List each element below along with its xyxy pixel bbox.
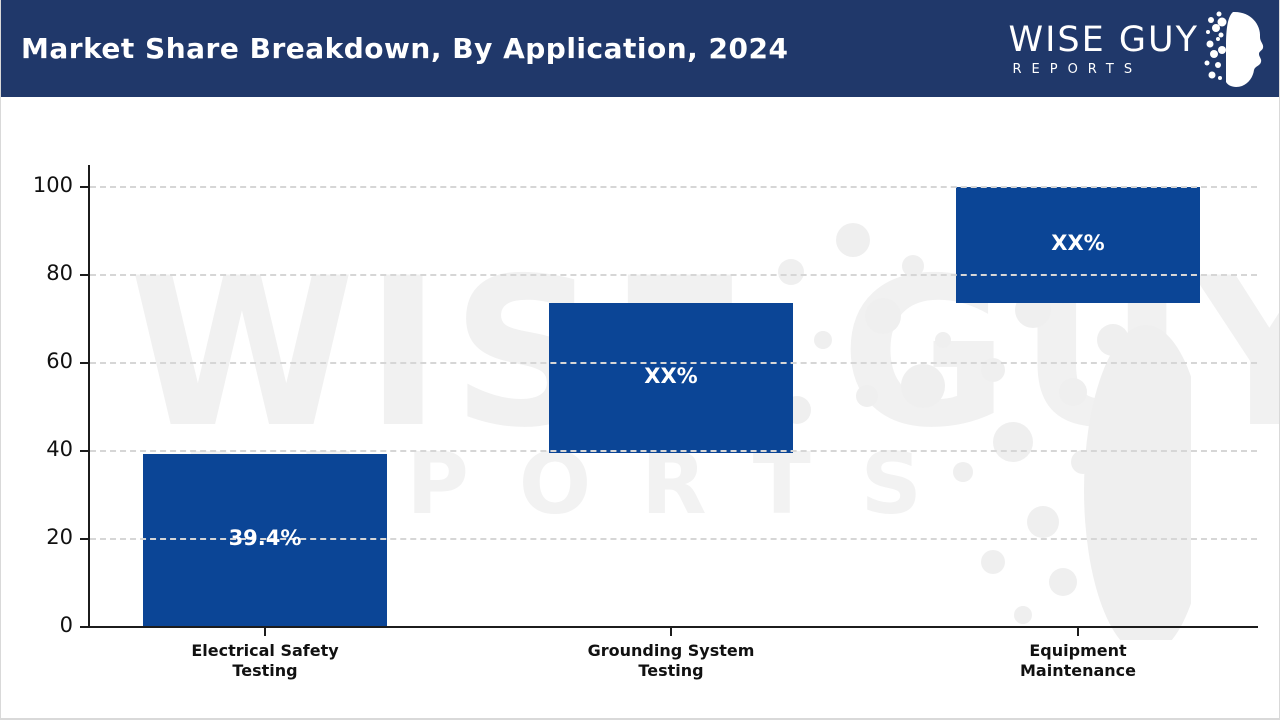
y-tick-label: 40 <box>46 437 73 461</box>
wise-guy-face-icon <box>1204 11 1264 87</box>
gridline <box>90 362 1257 364</box>
brand-wordmark: WISE GUY REPORTS <box>1008 21 1199 77</box>
y-tick-mark <box>80 450 89 452</box>
category-label: Equipment Maintenance <box>1019 641 1136 680</box>
x-axis-line <box>88 626 1258 628</box>
brand-subtitle: REPORTS <box>1012 61 1143 77</box>
y-tick-label: 100 <box>32 173 73 197</box>
category-label: Electrical Safety Testing <box>191 641 339 680</box>
y-tick-label: 20 <box>46 525 73 549</box>
page-title: Market Share Breakdown, By Application, … <box>21 32 789 65</box>
y-tick-label: 60 <box>46 349 73 373</box>
brand-logo: WISE GUY REPORTS <box>1008 6 1267 91</box>
brand-name: WISE GUY <box>1008 19 1199 60</box>
y-axis-line <box>88 165 90 628</box>
bar-value-label: XX% <box>644 363 698 388</box>
y-tick-mark <box>80 362 89 364</box>
report-header: Market Share Breakdown, By Application, … <box>1 0 1279 97</box>
gridline <box>90 186 1257 188</box>
bar-value-label: 39.4% <box>228 526 302 551</box>
category-label: Grounding System Testing <box>587 641 755 680</box>
x-tick-mark <box>264 628 266 636</box>
y-tick-label: 0 <box>59 613 73 637</box>
gridline <box>90 538 1257 540</box>
bar <box>956 187 1200 304</box>
bar-value-label: XX% <box>1051 231 1105 256</box>
gridline <box>90 274 1257 276</box>
y-tick-label: 80 <box>46 261 73 285</box>
gridline <box>90 450 1257 452</box>
bar <box>143 453 387 627</box>
y-tick-mark <box>80 186 89 188</box>
y-tick-mark <box>80 538 89 540</box>
bar <box>549 303 793 453</box>
x-tick-mark <box>670 628 672 636</box>
y-tick-mark <box>80 626 89 628</box>
y-tick-mark <box>80 274 89 276</box>
x-tick-mark <box>1077 628 1079 636</box>
